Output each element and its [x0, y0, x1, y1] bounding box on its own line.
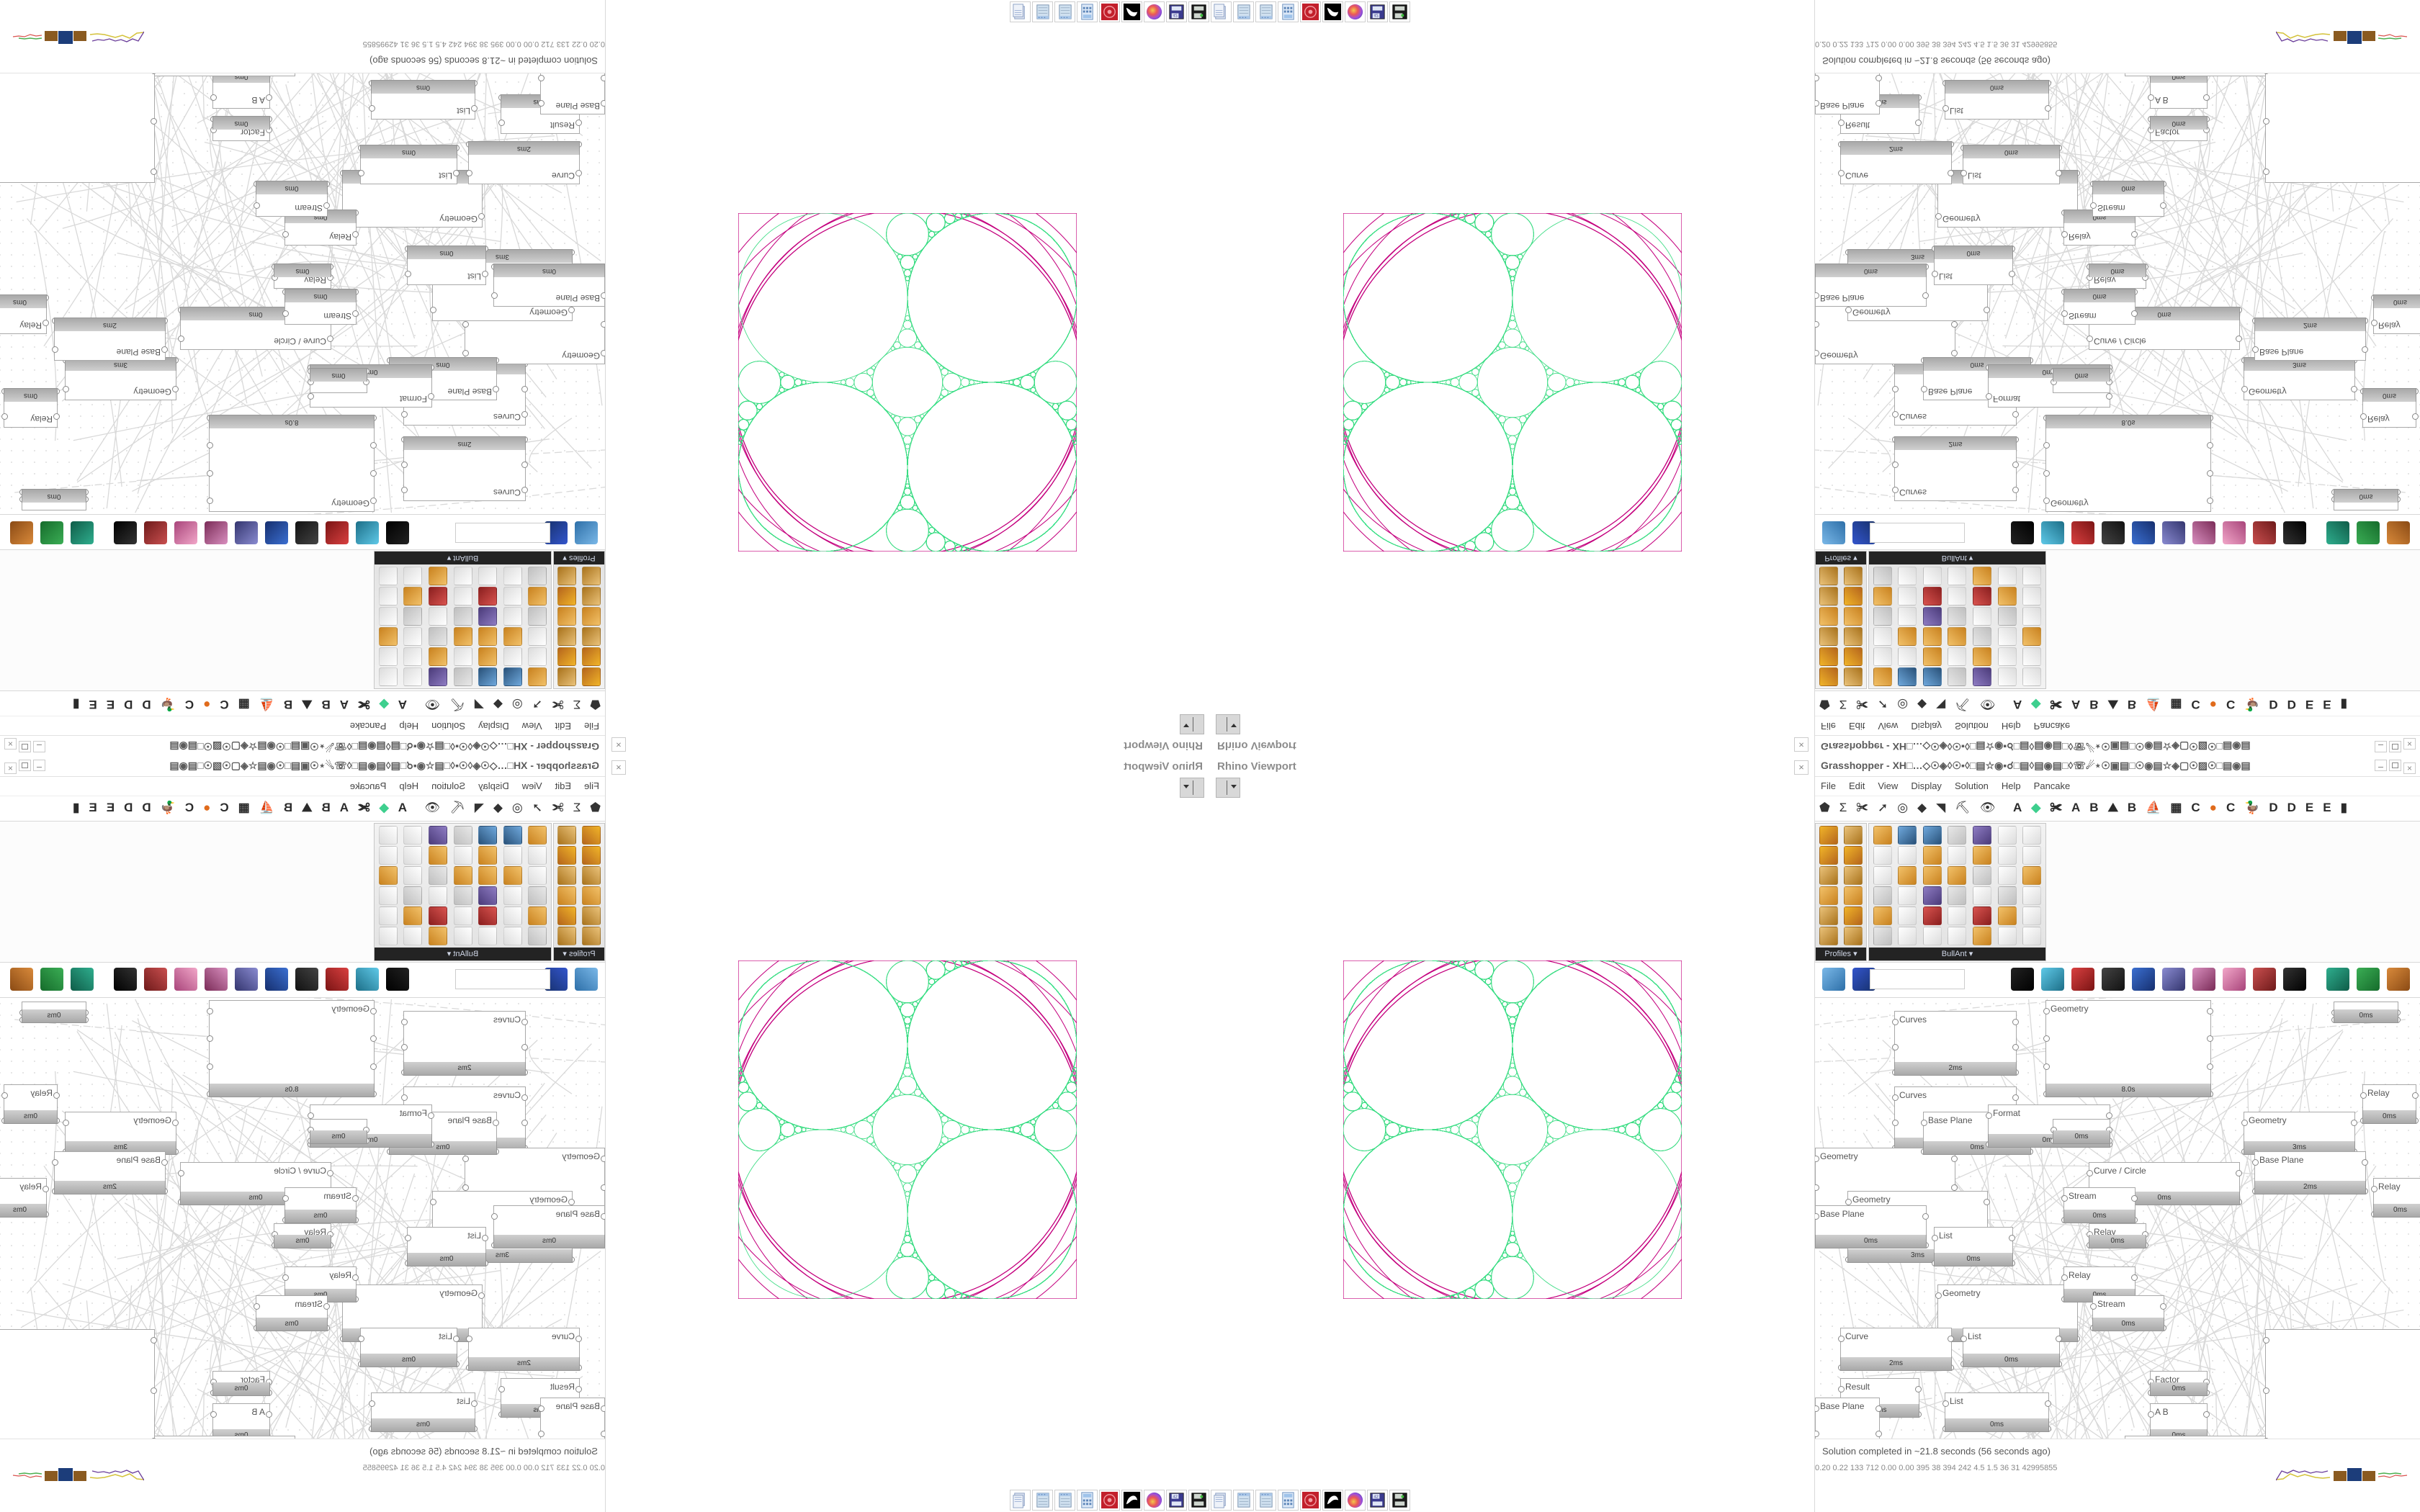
svg-text:42: 42 — [1373, 1495, 1378, 1499]
svg-text:42: 42 — [1373, 13, 1378, 17]
svg-text:42: 42 — [1173, 1495, 1177, 1499]
svg-text:42: 42 — [1173, 13, 1177, 17]
